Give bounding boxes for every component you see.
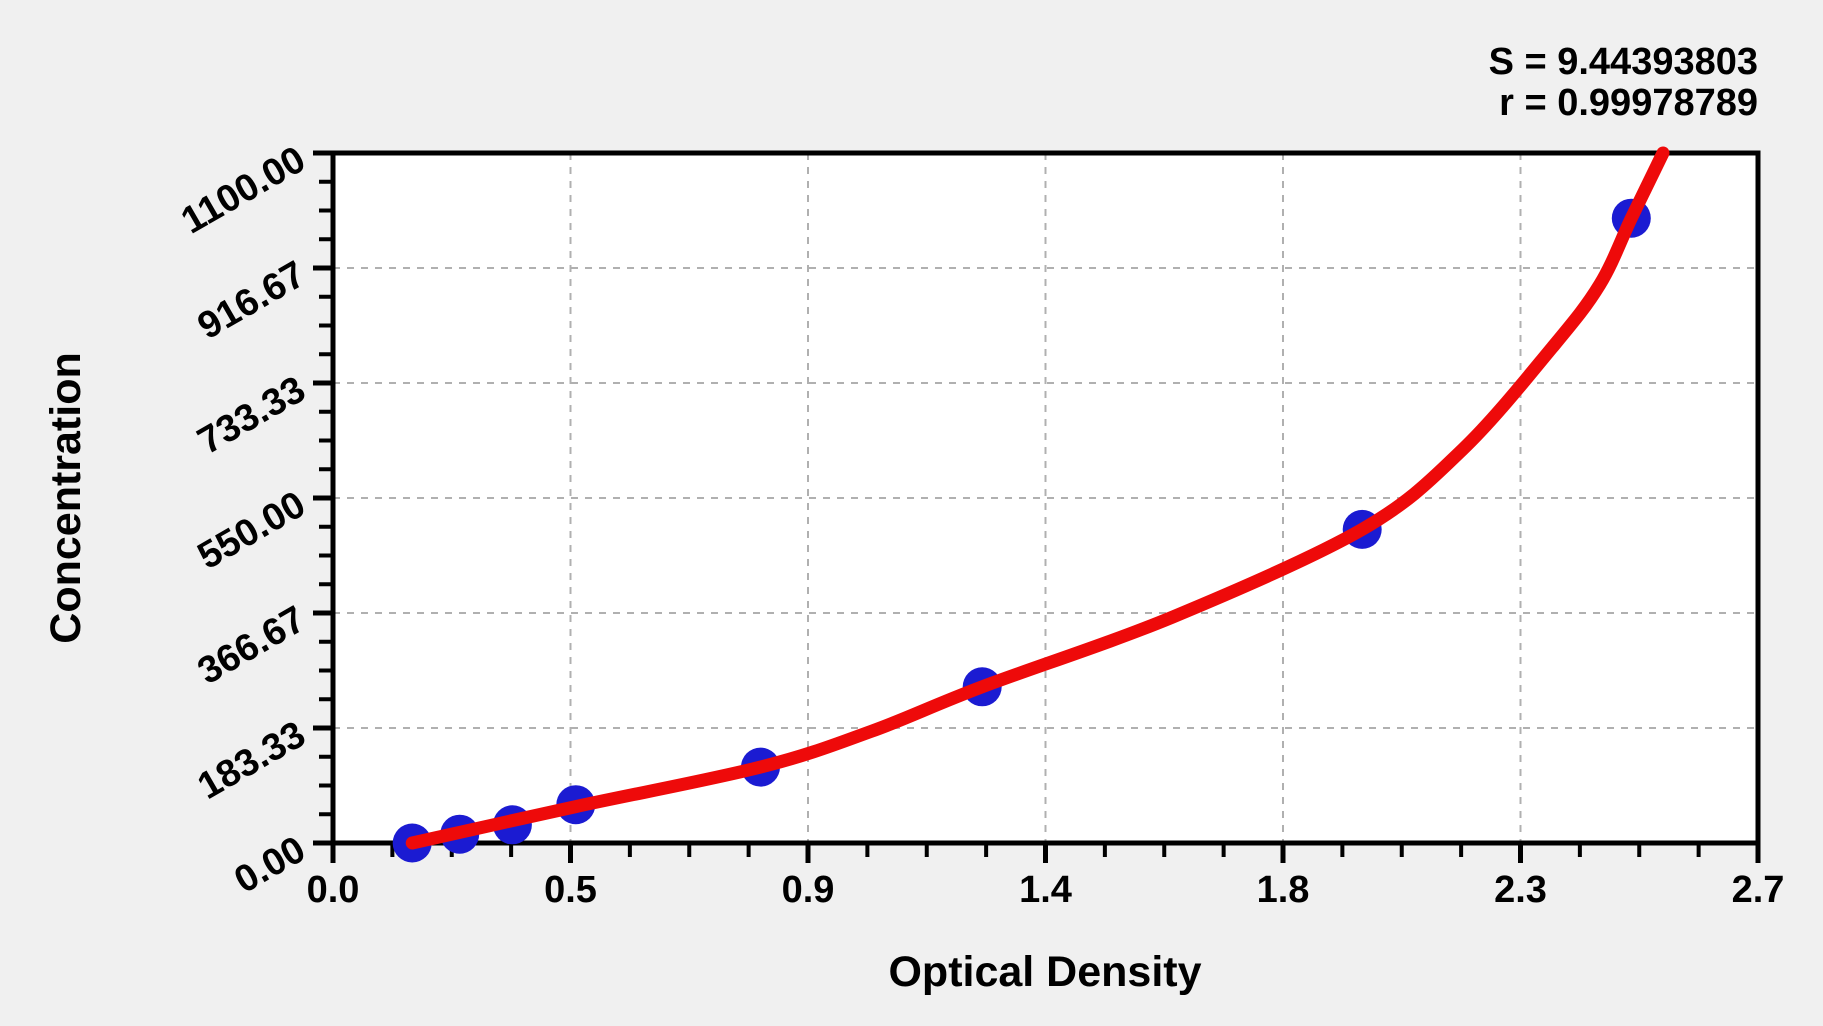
x-tick-label: 1.8 [1257, 869, 1310, 911]
y-tick-label: 0.00 [227, 828, 312, 901]
x-tick-label: 1.4 [1019, 869, 1072, 911]
stat-s-value: S = 9.44393803 [1489, 41, 1758, 83]
y-tick-label: 1100.00 [174, 138, 312, 242]
stat-r-value: r = 0.99978789 [1499, 82, 1758, 124]
x-axis-title: Optical Density [888, 948, 1201, 996]
y-tick-label: 733.33 [191, 368, 313, 462]
x-tick-label: 0.0 [307, 869, 360, 911]
fitted-curve-path [405, 146, 1670, 850]
y-tick-label: 916.67 [191, 253, 313, 347]
y-tick-label: 183.33 [191, 713, 313, 807]
x-tick-label: 0.5 [544, 869, 597, 911]
y-tick-label: 366.67 [191, 598, 313, 692]
y-axis-title: Concentration [42, 352, 90, 643]
y-tick-label: 550.00 [191, 483, 313, 577]
x-tick-label: 2.7 [1732, 869, 1785, 911]
x-tick-label: 2.3 [1494, 869, 1547, 911]
x-tick-label: 0.9 [782, 869, 835, 911]
